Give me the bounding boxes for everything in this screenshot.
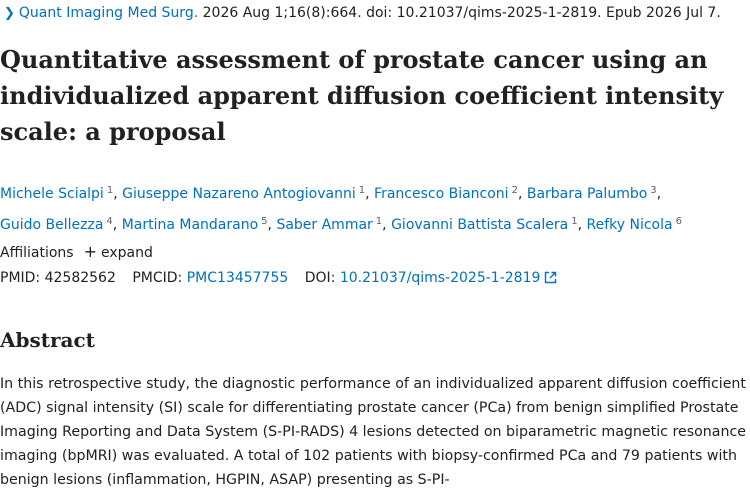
external-link-icon[interactable] <box>544 271 557 288</box>
affiliations-label: Affiliations <box>0 245 74 261</box>
author-item: Saber Ammar 1 <box>276 216 383 233</box>
author-item: Francesco Bianconi 2 <box>374 185 518 202</box>
author-item: Refky Nicola 6 <box>586 216 682 233</box>
author-item: Barbara Palumbo 3 <box>526 185 657 202</box>
author-affiliation-number[interactable]: 6 <box>675 216 682 227</box>
article-title: Quantitative assessment of prostate canc… <box>0 45 724 146</box>
author-link[interactable]: Michele Scialpi <box>0 186 104 202</box>
author-affiliation-number[interactable]: 1 <box>358 185 366 196</box>
author-item: Giuseppe Nazareno Antogiovanni 1 <box>122 185 366 202</box>
author-link[interactable]: Giovanni Battista Scalera <box>391 217 569 233</box>
author-item: Giovanni Battista Scalera 1 <box>391 216 578 233</box>
author-affiliation-number[interactable]: 5 <box>261 216 268 227</box>
author-link[interactable]: Giuseppe Nazareno Antogiovanni <box>122 186 356 202</box>
author-affiliation-number[interactable]: 1 <box>571 216 578 227</box>
abstract-heading: Abstract <box>0 328 95 352</box>
chevron-right-icon[interactable]: ❯ <box>4 6 15 21</box>
author-affiliation-number[interactable]: 4 <box>106 216 113 227</box>
plus-icon: + <box>83 242 97 261</box>
author-list: Michele Scialpi 1, Giuseppe Nazareno Anto… <box>0 185 682 233</box>
citation-line: ❯ Quant Imaging Med Surg. 2026 Aug 1;16(8… <box>4 5 721 21</box>
author-item: Michele Scialpi 1 <box>0 185 114 202</box>
author-link[interactable]: Barbara Palumbo <box>526 186 648 202</box>
pmcid-label: PMCID: <box>132 270 183 286</box>
author-link[interactable]: Martina Mandarano <box>121 217 259 233</box>
citation-details: 2026 Aug 1;16(8):664. doi: 10.21037/qims… <box>202 5 721 21</box>
affiliations-toggle[interactable]: Affiliations + expand <box>0 242 153 261</box>
expand-label: expand <box>101 245 153 261</box>
doi-link[interactable]: 10.21037/qims-2025-1-2819 <box>339 270 541 286</box>
author-item: Guido Bellezza 4 <box>0 216 113 233</box>
abstract-text: In this retrospective study, the diagnos… <box>0 376 746 488</box>
author-link[interactable]: Francesco Bianconi <box>374 186 509 202</box>
author-link[interactable]: Guido Bellezza <box>0 217 104 233</box>
author-link[interactable]: Saber Ammar <box>276 217 373 233</box>
author-affiliation-number[interactable]: 3 <box>650 185 657 196</box>
author-item: Martina Mandarano 5 <box>121 216 268 233</box>
pmid-value: 42582562 <box>44 270 116 286</box>
author-affiliation-number[interactable]: 1 <box>106 185 114 196</box>
author-affiliation-number[interactable]: 1 <box>375 216 383 227</box>
identifiers-row: PMID: 42582562 PMCID: PMC13457755 DOI: 1… <box>0 270 557 288</box>
author-affiliation-number[interactable]: 2 <box>511 185 518 196</box>
pmcid-link[interactable]: PMC13457755 <box>186 270 289 286</box>
pmid-label: PMID: <box>0 270 41 286</box>
author-link[interactable]: Refky Nicola <box>586 217 673 233</box>
journal-link[interactable]: Quant Imaging Med Surg. <box>18 5 199 21</box>
doi-label: DOI: <box>304 270 336 286</box>
